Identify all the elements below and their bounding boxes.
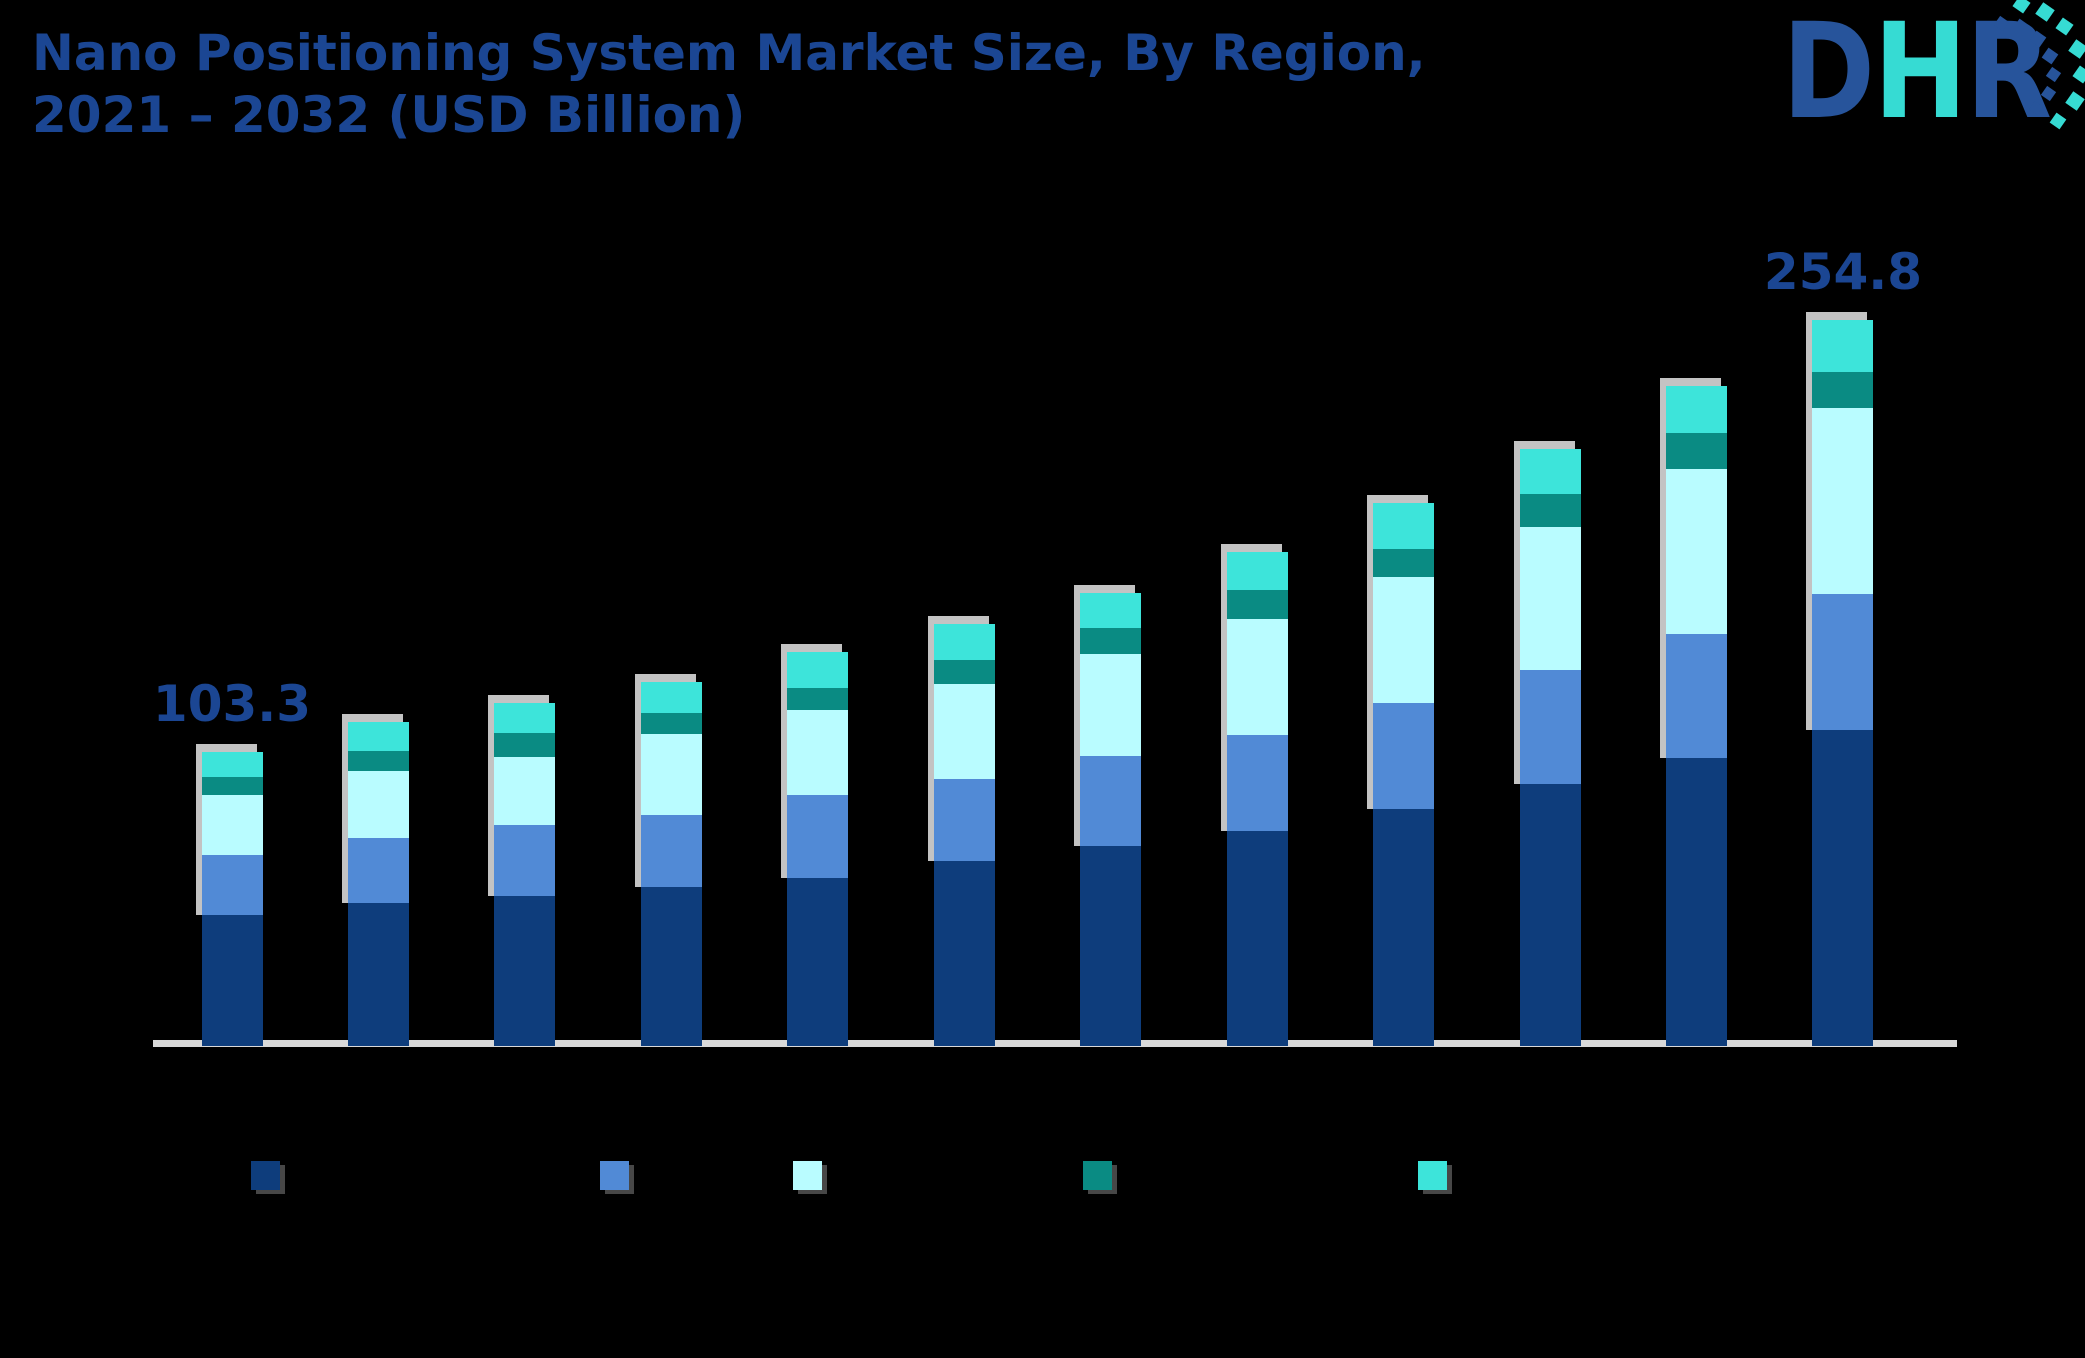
bar-segment-series-1-navy	[934, 861, 995, 1046]
dhr-logo-letters: DHR	[1782, 6, 2063, 138]
bar-2023	[488, 695, 555, 1046]
bar-segment-series-1-navy	[1080, 846, 1141, 1046]
bar-segment-series-5-turquoise	[934, 624, 995, 660]
bar-segment-series-2-blue	[494, 824, 555, 896]
bar-segment-series-1-navy	[1227, 831, 1288, 1046]
bar-segment-series-5-turquoise	[494, 703, 555, 734]
bar-2025	[781, 643, 848, 1046]
legend-swatch-5	[1418, 1161, 1447, 1190]
bar-value-label-2032: 254.8	[1763, 242, 1923, 301]
bar-2021	[196, 743, 263, 1046]
logo-letter-r: R	[1965, 0, 2052, 149]
bar-2026	[928, 616, 995, 1046]
logo-letter-h: H	[1873, 0, 1967, 149]
bar-segment-series-4-teal	[787, 688, 848, 711]
bar-segment-series-5-turquoise	[641, 681, 702, 713]
legend-swatch-4	[1083, 1161, 1112, 1190]
bar-segment-series-3-light-cyan	[1666, 469, 1727, 634]
bar-segment-series-4-teal	[1227, 590, 1288, 619]
bar-segment-series-2-blue	[1666, 633, 1727, 758]
chart-title-line2: 2021 – 2032 (USD Billion)	[32, 86, 746, 144]
bar-2024	[635, 673, 702, 1046]
bar-value-label-2021: 103.3	[152, 674, 312, 733]
bar-segment-series-1-navy	[641, 886, 702, 1046]
bar-segment-series-3-light-cyan	[787, 710, 848, 795]
bar-segment-series-5-turquoise	[1520, 448, 1581, 494]
bar-segment-series-4-teal	[1520, 493, 1581, 527]
bar-segment-series-1-navy	[1373, 808, 1434, 1046]
bar-segment-series-3-light-cyan	[1520, 526, 1581, 671]
bar-segment-series-4-teal	[202, 777, 263, 795]
bar-2027	[1074, 584, 1141, 1046]
bar-segment-series-1-navy	[787, 878, 848, 1046]
x-axis-line	[153, 1040, 1957, 1047]
bar-segment-series-5-turquoise	[1812, 319, 1873, 372]
bar-2028	[1221, 543, 1288, 1046]
bar-segment-series-2-blue	[202, 855, 263, 916]
bar-segment-series-2-blue	[1227, 734, 1288, 832]
bar-2030	[1514, 440, 1581, 1046]
bar-segment-series-3-light-cyan	[1080, 654, 1141, 757]
bar-segment-series-4-teal	[1812, 371, 1873, 408]
bar-segment-series-3-light-cyan	[202, 794, 263, 856]
bar-segment-series-2-blue	[1520, 670, 1581, 785]
dhr-logo: DHR	[1782, 0, 2085, 156]
bar-segment-series-2-blue	[934, 778, 995, 862]
bar-segment-series-2-blue	[787, 794, 848, 879]
bar-segment-series-1-navy	[494, 895, 555, 1046]
bar-segment-series-3-light-cyan	[1812, 407, 1873, 594]
bar-2022	[342, 713, 409, 1046]
bar-segment-series-2-blue	[1373, 702, 1434, 809]
bar-segment-series-4-teal	[1080, 627, 1141, 655]
bar-2029	[1367, 495, 1434, 1046]
bar-segment-series-1-navy	[1666, 757, 1727, 1046]
bar-segment-series-5-turquoise	[1227, 551, 1288, 591]
bar-segment-series-1-navy	[348, 903, 409, 1046]
bar-segment-series-3-light-cyan	[641, 733, 702, 815]
chart-title: Nano Positioning System Market Size, By …	[32, 22, 1426, 146]
chart-title-line1: Nano Positioning System Market Size, By …	[32, 24, 1426, 82]
bar-segment-series-2-blue	[1080, 756, 1141, 847]
bar-segment-series-3-light-cyan	[494, 757, 555, 825]
bar-segment-series-5-turquoise	[202, 751, 263, 778]
bar-2032	[1806, 311, 1873, 1046]
bar-segment-series-4-teal	[348, 751, 409, 772]
bar-segment-series-2-blue	[641, 814, 702, 887]
bar-segment-series-1-navy	[1520, 784, 1581, 1046]
bar-segment-series-4-teal	[641, 712, 702, 734]
legend-swatch-3	[793, 1161, 822, 1190]
bar-segment-series-1-navy	[1812, 729, 1873, 1046]
legend-swatch-2	[600, 1161, 629, 1190]
bar-segment-series-5-turquoise	[1373, 503, 1434, 550]
bar-segment-series-2-blue	[348, 837, 409, 904]
bar-segment-series-3-light-cyan	[348, 771, 409, 838]
bar-segment-series-2-blue	[1812, 593, 1873, 730]
bar-segment-series-3-light-cyan	[1373, 576, 1434, 703]
bar-segment-series-4-teal	[1666, 432, 1727, 470]
bar-segment-series-5-turquoise	[1666, 385, 1727, 433]
logo-letter-d: D	[1782, 0, 1875, 149]
bar-segment-series-5-turquoise	[787, 651, 848, 689]
bar-2031	[1660, 377, 1727, 1046]
bar-segment-series-5-turquoise	[1080, 592, 1141, 628]
bar-segment-series-3-light-cyan	[1227, 618, 1288, 735]
bar-segment-series-4-teal	[1373, 549, 1434, 577]
bar-segment-series-4-teal	[934, 659, 995, 684]
bar-segment-series-1-navy	[202, 915, 263, 1046]
legend-swatch-1	[251, 1161, 280, 1190]
bar-segment-series-4-teal	[494, 733, 555, 757]
bar-segment-series-3-light-cyan	[934, 683, 995, 779]
bar-segment-series-5-turquoise	[348, 721, 409, 752]
